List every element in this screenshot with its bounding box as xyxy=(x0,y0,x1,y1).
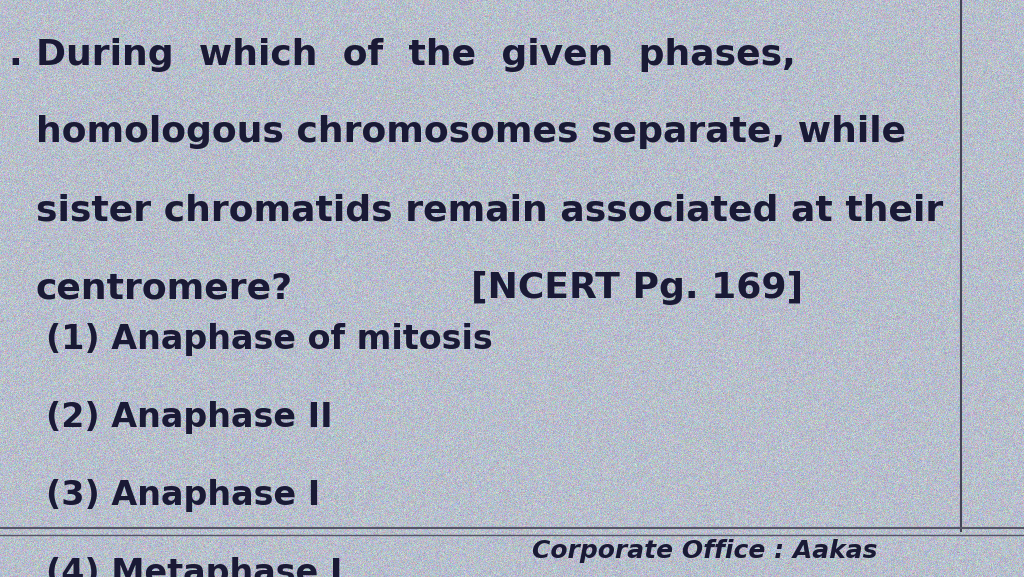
Text: (2) Anaphase II: (2) Anaphase II xyxy=(46,401,333,434)
Text: .: . xyxy=(8,38,22,72)
Text: Corporate Office : Aakas: Corporate Office : Aakas xyxy=(532,539,878,564)
Text: During  which  of  the  given  phases,: During which of the given phases, xyxy=(36,38,796,72)
Text: (1) Anaphase of mitosis: (1) Anaphase of mitosis xyxy=(46,323,493,356)
Text: sister chromatids remain associated at their: sister chromatids remain associated at t… xyxy=(36,193,943,227)
Text: [NCERT Pg. 169]: [NCERT Pg. 169] xyxy=(471,271,803,305)
Text: homologous chromosomes separate, while: homologous chromosomes separate, while xyxy=(36,115,906,149)
Text: (4) Metaphase I: (4) Metaphase I xyxy=(46,557,342,577)
Text: centromere?: centromere? xyxy=(36,271,293,305)
Text: (3) Anaphase I: (3) Anaphase I xyxy=(46,479,321,512)
